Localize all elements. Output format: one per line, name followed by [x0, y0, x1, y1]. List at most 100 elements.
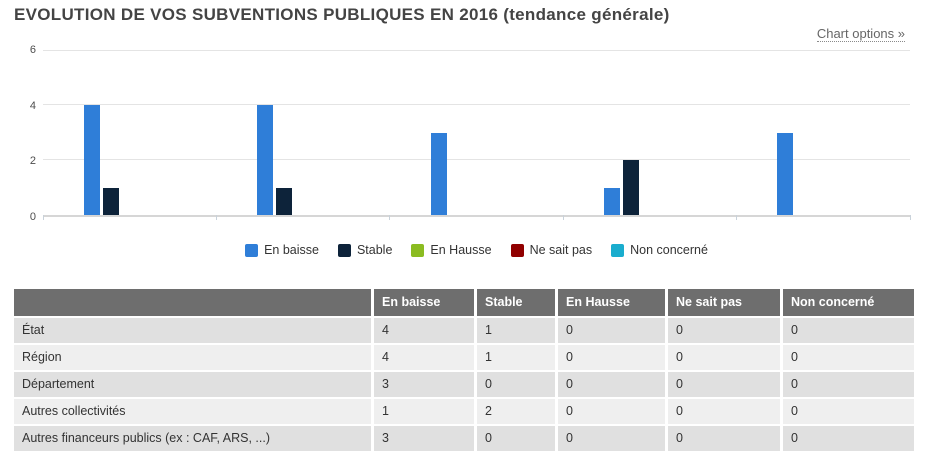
legend-swatch-ne-sait-pas [510, 243, 524, 257]
bar-group [737, 50, 910, 215]
bar-slot-stable [102, 50, 119, 215]
bar-slot-en-hausse [815, 50, 831, 215]
bar-slot-ne-sait-pas [661, 50, 677, 215]
legend-item-ne-sait-pas[interactable]: Ne sait pas [510, 243, 593, 257]
legend-swatch-non-concerne [611, 243, 625, 257]
table-cell: 0 [783, 426, 914, 451]
column-header: Stable [477, 289, 555, 316]
row-label: État [14, 318, 371, 343]
x-axis-tick [736, 215, 738, 220]
x-axis-tick [909, 215, 911, 220]
x-axis-tick [562, 215, 564, 220]
bar-slot-en-baisse [430, 50, 447, 215]
table-cell: 0 [558, 399, 665, 424]
bar-en-baisse [777, 132, 794, 215]
bar-slot-stable [450, 50, 466, 215]
row-label: Département [14, 372, 371, 397]
legend-label: Ne sait pas [529, 243, 593, 257]
table-cell: 4 [374, 345, 474, 370]
bar-group [43, 50, 216, 215]
legend-item-en-hausse[interactable]: En Hausse [411, 243, 492, 257]
bar-slot-non-concerne [507, 50, 523, 215]
legend-label: Non concerné [630, 243, 708, 257]
table-cell: 3 [374, 426, 474, 451]
bar-en-baisse [257, 105, 274, 215]
bar-group [216, 50, 389, 215]
table-cell: 0 [783, 399, 914, 424]
y-axis-tick-label: 2 [29, 155, 36, 168]
y-axis-tick-label: 0 [29, 211, 36, 223]
row-label: Autres collectivités [14, 399, 371, 424]
bar-slot-en-hausse [642, 50, 658, 215]
table-cell: 0 [668, 426, 780, 451]
bar-group [390, 50, 563, 215]
table-cell: 0 [558, 372, 665, 397]
y-axis-tick-label: 4 [29, 99, 36, 112]
column-header [14, 289, 371, 316]
table-cell: 1 [374, 399, 474, 424]
table-cell: 0 [558, 345, 665, 370]
legend-item-stable[interactable]: Stable [337, 243, 393, 257]
x-axis-tick [42, 215, 44, 220]
table-cell: 4 [374, 318, 474, 343]
legend-item-en-baisse[interactable]: En baisse [245, 243, 319, 257]
table-cell: 2 [477, 399, 555, 424]
bar-slot-ne-sait-pas [834, 50, 850, 215]
column-header: Non concerné [783, 289, 914, 316]
plot-area [42, 49, 911, 220]
bar-slot-en-baisse [257, 50, 274, 215]
bar-slot-en-hausse [122, 50, 138, 215]
table-cell: 0 [477, 426, 555, 451]
legend-swatch-en-baisse [245, 243, 259, 257]
bar-stable [276, 187, 293, 215]
gridline [43, 104, 910, 106]
table-cell: 1 [477, 345, 555, 370]
chart-options-link[interactable]: Chart options » [816, 26, 905, 42]
bar-slot-non-concerne [853, 50, 869, 215]
bar-en-baisse [83, 105, 100, 215]
legend-swatch-stable [337, 243, 351, 257]
bar-slot-stable [796, 50, 812, 215]
bar-group [563, 50, 736, 215]
bar-slot-en-baisse [603, 50, 620, 215]
legend-label: En Hausse [430, 243, 492, 257]
legend-label: Stable [356, 243, 393, 257]
table-cell: 3 [374, 372, 474, 397]
bar-stable [622, 160, 639, 215]
legend-label: En baisse [264, 243, 319, 257]
page-title: EVOLUTION DE VOS SUBVENTIONS PUBLIQUES E… [14, 5, 670, 24]
bar-slot-en-baisse [83, 50, 100, 215]
bar-slot-stable [622, 50, 639, 215]
bar-slot-non-concerne [333, 50, 349, 215]
column-header: Ne sait pas [668, 289, 780, 316]
row-label: Région [14, 345, 371, 370]
bar-slot-en-baisse [777, 50, 794, 215]
table-cell: 0 [558, 426, 665, 451]
x-axis-tick [215, 215, 217, 220]
table-cell: 0 [783, 372, 914, 397]
bar-en-baisse [430, 132, 447, 215]
bar-en-baisse [603, 187, 620, 215]
bar-slot-non-concerne [680, 50, 696, 215]
chart-legend: En baisse Stable En Hausse Ne sait pas Non c… [43, 243, 910, 257]
row-label: Autres financeurs publics (ex : CAF, ARS… [14, 426, 371, 451]
table-cell: 1 [477, 318, 555, 343]
legend-swatch-en-hausse [411, 243, 425, 257]
table-cell: 0 [668, 399, 780, 424]
bar-slot-en-hausse [295, 50, 311, 215]
table-cell: 0 [477, 372, 555, 397]
table-cell: 0 [558, 318, 665, 343]
legend-item-non-concerne[interactable]: Non concerné [611, 243, 708, 257]
column-header: En baisse [374, 289, 474, 316]
results-table: En baisse Stable En Hausse Ne sait pas Non c… [14, 289, 920, 451]
bar-slot-ne-sait-pas [314, 50, 330, 215]
table-cell: 0 [668, 372, 780, 397]
bar-slot-ne-sait-pas [488, 50, 504, 215]
bar-slot-ne-sait-pas [141, 50, 157, 215]
table-cell: 0 [668, 318, 780, 343]
column-header: En Hausse [558, 289, 665, 316]
table-cell: 0 [668, 345, 780, 370]
gridline [43, 159, 910, 161]
gridline [43, 49, 910, 51]
y-axis-tick-label: 6 [29, 44, 36, 56]
